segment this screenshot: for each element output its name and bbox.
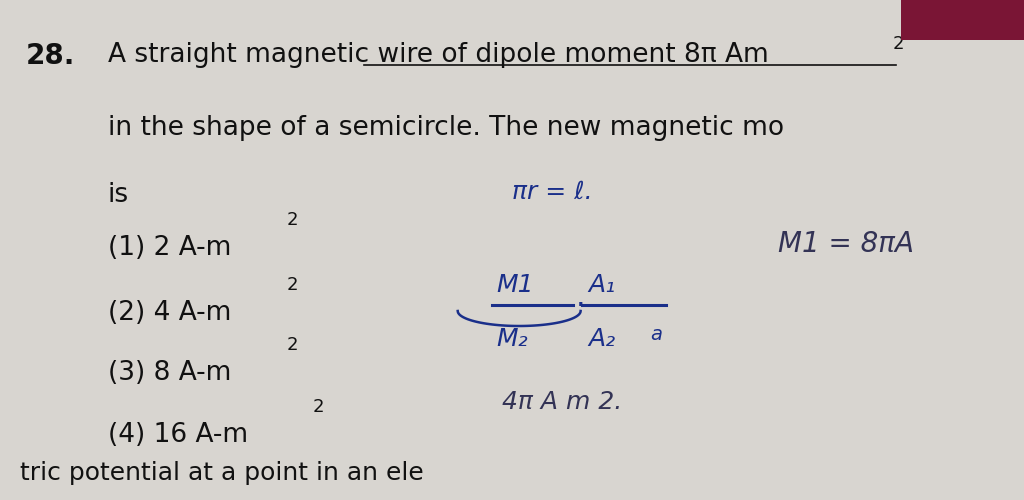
- Text: (4) 16 A-m: (4) 16 A-m: [108, 422, 248, 448]
- Text: in the shape of a semicircle. The new magnetic mo: in the shape of a semicircle. The new ma…: [108, 115, 783, 141]
- Text: 2: 2: [893, 35, 904, 53]
- Text: 2: 2: [287, 211, 298, 229]
- Text: (3) 8 A-m: (3) 8 A-m: [108, 360, 230, 386]
- Text: 2: 2: [287, 336, 298, 354]
- Text: A₂: A₂: [589, 328, 615, 351]
- Text: M₂: M₂: [497, 328, 528, 351]
- Text: is: is: [108, 182, 129, 208]
- Text: 2: 2: [287, 276, 298, 294]
- Text: 28.: 28.: [26, 42, 75, 70]
- Text: M1 = 8πA: M1 = 8πA: [778, 230, 914, 258]
- Text: πr = ℓ.: πr = ℓ.: [512, 180, 593, 204]
- Text: A straight magnetic wire of dipole moment 8π Am: A straight magnetic wire of dipole momen…: [108, 42, 768, 68]
- Text: M1: M1: [497, 272, 535, 296]
- Text: (1) 2 A-m: (1) 2 A-m: [108, 235, 230, 261]
- Text: tric potential at a point in an ele: tric potential at a point in an ele: [20, 461, 424, 485]
- Polygon shape: [901, 0, 1024, 40]
- Text: 4π A m 2.: 4π A m 2.: [502, 390, 622, 414]
- Text: .: .: [575, 282, 585, 312]
- Text: A₁: A₁: [589, 272, 615, 296]
- Text: 2: 2: [312, 398, 324, 416]
- Text: (2) 4 A-m: (2) 4 A-m: [108, 300, 230, 326]
- Text: a: a: [650, 325, 663, 344]
